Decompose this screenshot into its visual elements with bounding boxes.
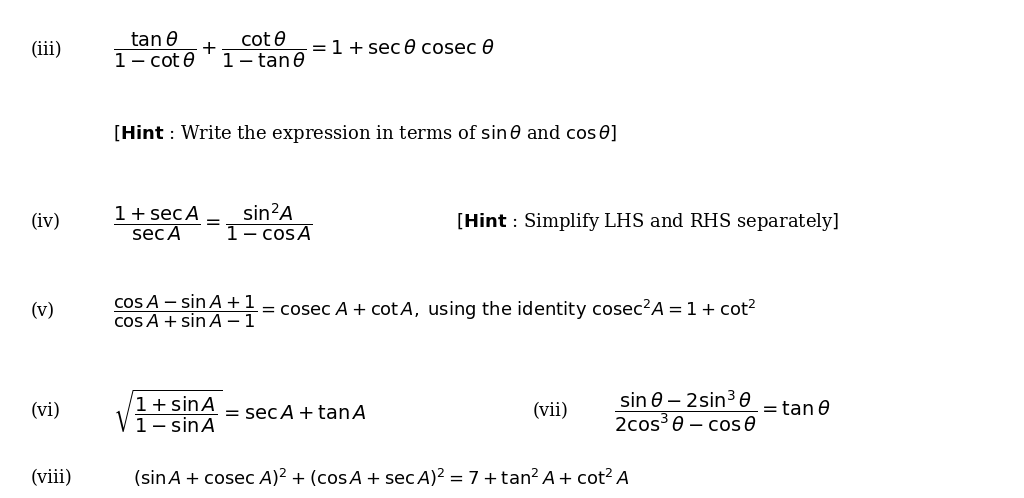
Text: $\dfrac{\tan\theta}{1-\cot\theta}+\dfrac{\cot\theta}{1-\tan\theta}=1+\sec\theta\: $\dfrac{\tan\theta}{1-\cot\theta}+\dfrac… <box>113 30 495 70</box>
Text: (iii): (iii) <box>31 41 62 59</box>
Text: $\dfrac{1+\sec A}{\sec A}=\dfrac{\sin^2\!A}{1-\cos A}$: $\dfrac{1+\sec A}{\sec A}=\dfrac{\sin^2\… <box>113 201 312 243</box>
Text: (vi): (vi) <box>31 402 60 420</box>
Text: $(\sin A+\mathrm{cosec}\;A)^2+(\cos A+\sec A)^2=7+\tan^2 A+\cot^2 A$: $(\sin A+\mathrm{cosec}\;A)^2+(\cos A+\s… <box>133 467 630 489</box>
Text: $\sqrt{\dfrac{1+\sin A}{1-\sin A}}=\sec A+\tan A$: $\sqrt{\dfrac{1+\sin A}{1-\sin A}}=\sec … <box>113 387 367 435</box>
Text: $\dfrac{\sin\theta-2\sin^3\theta}{2\cos^3\theta-\cos\theta}=\tan\theta$: $\dfrac{\sin\theta-2\sin^3\theta}{2\cos^… <box>614 388 831 434</box>
Text: $[\mathbf{Hint}$ : Simplify LHS and RHS separately$]$: $[\mathbf{Hint}$ : Simplify LHS and RHS … <box>456 211 839 233</box>
Text: (viii): (viii) <box>31 469 73 487</box>
Text: (v): (v) <box>31 302 55 320</box>
Text: $[\mathbf{Hint}$ : Write the expression in terms of $\sin\theta$ and $\cos\theta: $[\mathbf{Hint}$ : Write the expression … <box>113 124 617 145</box>
Text: (iv): (iv) <box>31 213 60 231</box>
Text: (vii): (vii) <box>532 402 568 420</box>
Text: $\dfrac{\cos A-\sin A+1}{\cos A+\sin A-1}=\mathrm{cosec}\;A+\cot A,\;\text{using: $\dfrac{\cos A-\sin A+1}{\cos A+\sin A-1… <box>113 292 756 330</box>
